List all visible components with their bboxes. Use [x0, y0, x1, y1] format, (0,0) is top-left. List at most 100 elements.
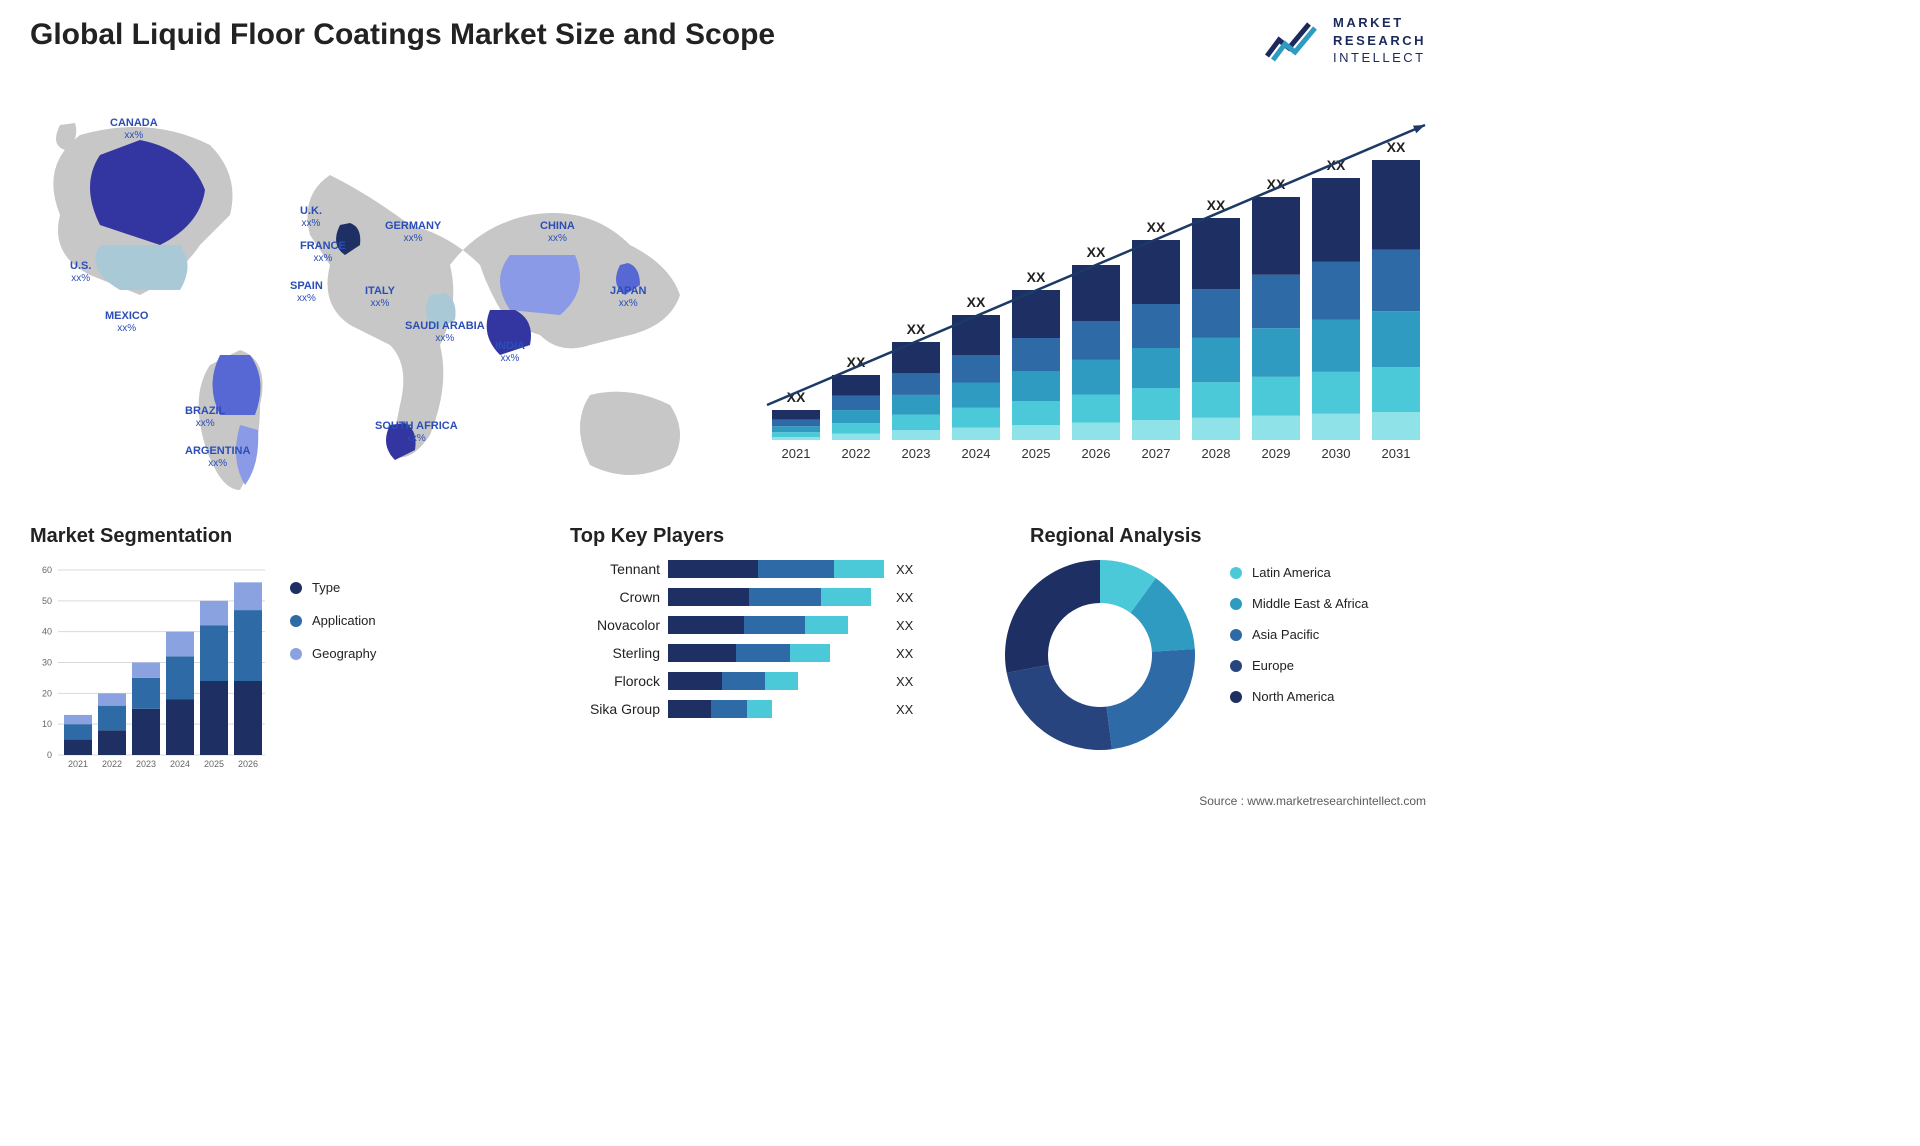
legend-label: Europe [1252, 658, 1294, 673]
player-row: FlorockXX [550, 672, 950, 690]
player-value: XX [896, 618, 936, 633]
legend-dot-icon [1230, 629, 1242, 641]
logo-text: MARKET RESEARCH INTELLECT [1333, 14, 1426, 67]
legend-label: Geography [312, 646, 376, 661]
segmentation-title: Market Segmentation [30, 525, 232, 548]
map-label: U.S.xx% [70, 260, 91, 284]
player-row: Crown XX [550, 588, 950, 606]
legend-item: Latin America [1230, 565, 1368, 580]
legend-item: Middle East & Africa [1230, 596, 1368, 611]
svg-text:2026: 2026 [238, 759, 258, 769]
svg-text:XX: XX [907, 321, 926, 337]
legend-label: North America [1252, 689, 1334, 704]
player-name: Sterling [550, 645, 660, 661]
player-value: XX [896, 590, 936, 605]
logo-mark-icon [1265, 18, 1323, 62]
map-label: MEXICOxx% [105, 310, 148, 334]
svg-text:2030: 2030 [1322, 446, 1351, 461]
map-label: SAUDI ARABIAxx% [405, 320, 485, 344]
legend-item: Geography [290, 646, 376, 661]
map-label: CANADAxx% [110, 117, 158, 141]
page-title: Global Liquid Floor Coatings Market Size… [30, 18, 775, 52]
svg-text:XX: XX [1147, 219, 1166, 235]
legend-item: Type [290, 580, 376, 595]
regional-donut-chart [1000, 555, 1200, 755]
legend-dot-icon [290, 648, 302, 660]
legend-item: Europe [1230, 658, 1368, 673]
svg-text:2022: 2022 [102, 759, 122, 769]
market-size-chart: XX2021XX2022XX2023XX2024XX2025XX2026XX20… [746, 95, 1426, 470]
svg-text:50: 50 [42, 596, 52, 606]
player-bar [668, 560, 888, 578]
player-name: Tennant [550, 561, 660, 577]
player-name: Sika Group [550, 701, 660, 717]
player-name: Crown [550, 589, 660, 605]
svg-text:2031: 2031 [1382, 446, 1411, 461]
players-chart: Tennant XX Crown XX Novacolor XX Sterling XX Flo… [550, 560, 950, 728]
player-name: Novacolor [550, 617, 660, 633]
map-label: ARGENTINAxx% [185, 445, 250, 469]
player-row: Novacolor XX [550, 616, 950, 634]
player-value: XX [896, 562, 936, 577]
svg-text:2025: 2025 [1022, 446, 1051, 461]
svg-text:30: 30 [42, 658, 52, 668]
map-label: U.K.xx% [300, 205, 322, 229]
legend-label: Latin America [1252, 565, 1331, 580]
svg-text:2028: 2028 [1202, 446, 1231, 461]
map-label: SPAINxx% [290, 280, 323, 304]
player-bar [668, 644, 888, 662]
svg-text:2021: 2021 [68, 759, 88, 769]
map-label: JAPANxx% [610, 285, 646, 309]
map-label: CHINAxx% [540, 220, 575, 244]
player-bar [668, 700, 888, 718]
svg-text:2022: 2022 [842, 446, 871, 461]
svg-text:2021: 2021 [782, 446, 811, 461]
player-row: Sterling XX [550, 644, 950, 662]
player-value: XX [896, 702, 936, 717]
brand-logo: MARKET RESEARCH INTELLECT [1265, 14, 1426, 67]
player-bar [668, 672, 888, 690]
legend-dot-icon [1230, 598, 1242, 610]
legend-dot-icon [1230, 660, 1242, 672]
svg-text:2024: 2024 [962, 446, 991, 461]
legend-item: Application [290, 613, 376, 628]
svg-text:60: 60 [42, 565, 52, 575]
map-label: INDIAxx% [495, 340, 525, 364]
map-label: GERMANYxx% [385, 220, 441, 244]
player-value: XX [896, 646, 936, 661]
svg-text:2025: 2025 [204, 759, 224, 769]
legend-label: Asia Pacific [1252, 627, 1319, 642]
svg-text:2026: 2026 [1082, 446, 1111, 461]
legend-dot-icon [1230, 691, 1242, 703]
svg-text:2027: 2027 [1142, 446, 1171, 461]
svg-text:10: 10 [42, 719, 52, 729]
source-text: Source : www.marketresearchintellect.com [1199, 794, 1426, 808]
legend-label: Type [312, 580, 340, 595]
svg-text:XX: XX [1027, 269, 1046, 285]
legend-label: Middle East & Africa [1252, 596, 1368, 611]
player-bar [668, 616, 888, 634]
player-bar [668, 588, 888, 606]
map-label: FRANCExx% [300, 240, 346, 264]
legend-label: Application [312, 613, 376, 628]
segmentation-legend: Type Application Geography [290, 580, 376, 661]
svg-text:40: 40 [42, 627, 52, 637]
svg-text:2029: 2029 [1262, 446, 1291, 461]
map-label: SOUTH AFRICAxx% [375, 420, 458, 444]
legend-dot-icon [290, 615, 302, 627]
legend-item: Asia Pacific [1230, 627, 1368, 642]
svg-text:2024: 2024 [170, 759, 190, 769]
world-map: CANADAxx%U.S.xx%MEXICOxx%BRAZILxx%ARGENT… [30, 95, 710, 495]
map-label: ITALYxx% [365, 285, 395, 309]
legend-dot-icon [290, 582, 302, 594]
regional-title: Regional Analysis [1030, 525, 1202, 548]
regional-legend: Latin America Middle East & Africa Asia Pa… [1230, 565, 1368, 704]
player-name: Florock [550, 673, 660, 689]
svg-text:2023: 2023 [902, 446, 931, 461]
svg-text:XX: XX [967, 294, 986, 310]
svg-text:2023: 2023 [136, 759, 156, 769]
svg-text:0: 0 [47, 750, 52, 760]
svg-text:20: 20 [42, 688, 52, 698]
segmentation-chart: 0 10 20 30 40 50 60 2021 2022 2023 2024 2025 2026 [30, 560, 270, 780]
legend-item: North America [1230, 689, 1368, 704]
